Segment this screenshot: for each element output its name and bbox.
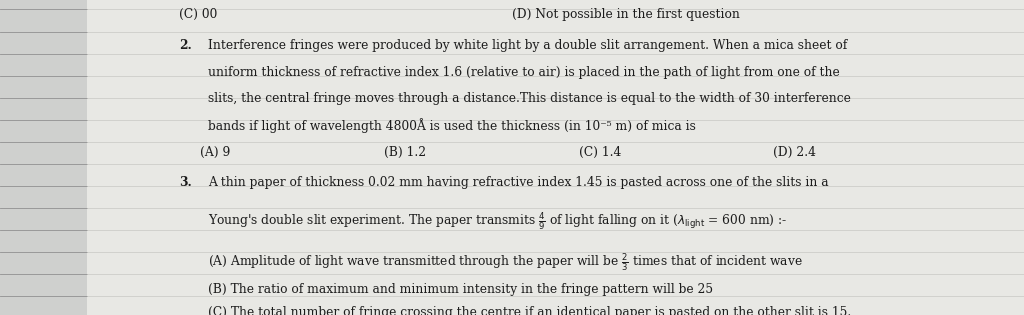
Text: (B) 1.2: (B) 1.2	[384, 146, 426, 159]
Text: Interference fringes were produced by white light by a double slit arrangement. : Interference fringes were produced by wh…	[208, 39, 847, 52]
Text: bands if light of wavelength 4800Å is used the thickness (in 10⁻⁵ m) of mica is: bands if light of wavelength 4800Å is us…	[208, 118, 695, 133]
Text: 2.: 2.	[179, 39, 191, 52]
FancyBboxPatch shape	[0, 0, 87, 315]
Text: 3.: 3.	[179, 176, 191, 189]
Text: A thin paper of thickness 0.02 mm having refractive index 1.45 is pasted across : A thin paper of thickness 0.02 mm having…	[208, 176, 828, 189]
Text: (A) Amplitude of light wave transmitted through the paper will be $\frac{2}{3}$ : (A) Amplitude of light wave transmitted …	[208, 251, 803, 273]
Text: (C) The total number of fringe crossing the centre if an identical paper is past: (C) The total number of fringe crossing …	[208, 306, 851, 315]
FancyBboxPatch shape	[87, 0, 1024, 315]
Text: uniform thickness of refractive index 1.6 (relative to air) is placed in the pat: uniform thickness of refractive index 1.…	[208, 66, 840, 78]
Text: (D) 2.4: (D) 2.4	[773, 146, 816, 159]
Text: Young's double slit experiment. The paper transmits $\frac{4}{9}$ of light falli: Young's double slit experiment. The pape…	[208, 210, 786, 232]
Text: (A) 9: (A) 9	[200, 146, 230, 159]
Text: (C) 00: (C) 00	[179, 8, 217, 21]
Text: (D) Not possible in the first question: (D) Not possible in the first question	[512, 8, 740, 21]
Text: slits, the central fringe moves through a distance.This distance is equal to the: slits, the central fringe moves through …	[208, 92, 851, 105]
Text: (C) 1.4: (C) 1.4	[579, 146, 621, 159]
Text: (B) The ratio of maximum and minimum intensity in the fringe pattern will be 25: (B) The ratio of maximum and minimum int…	[208, 283, 713, 296]
